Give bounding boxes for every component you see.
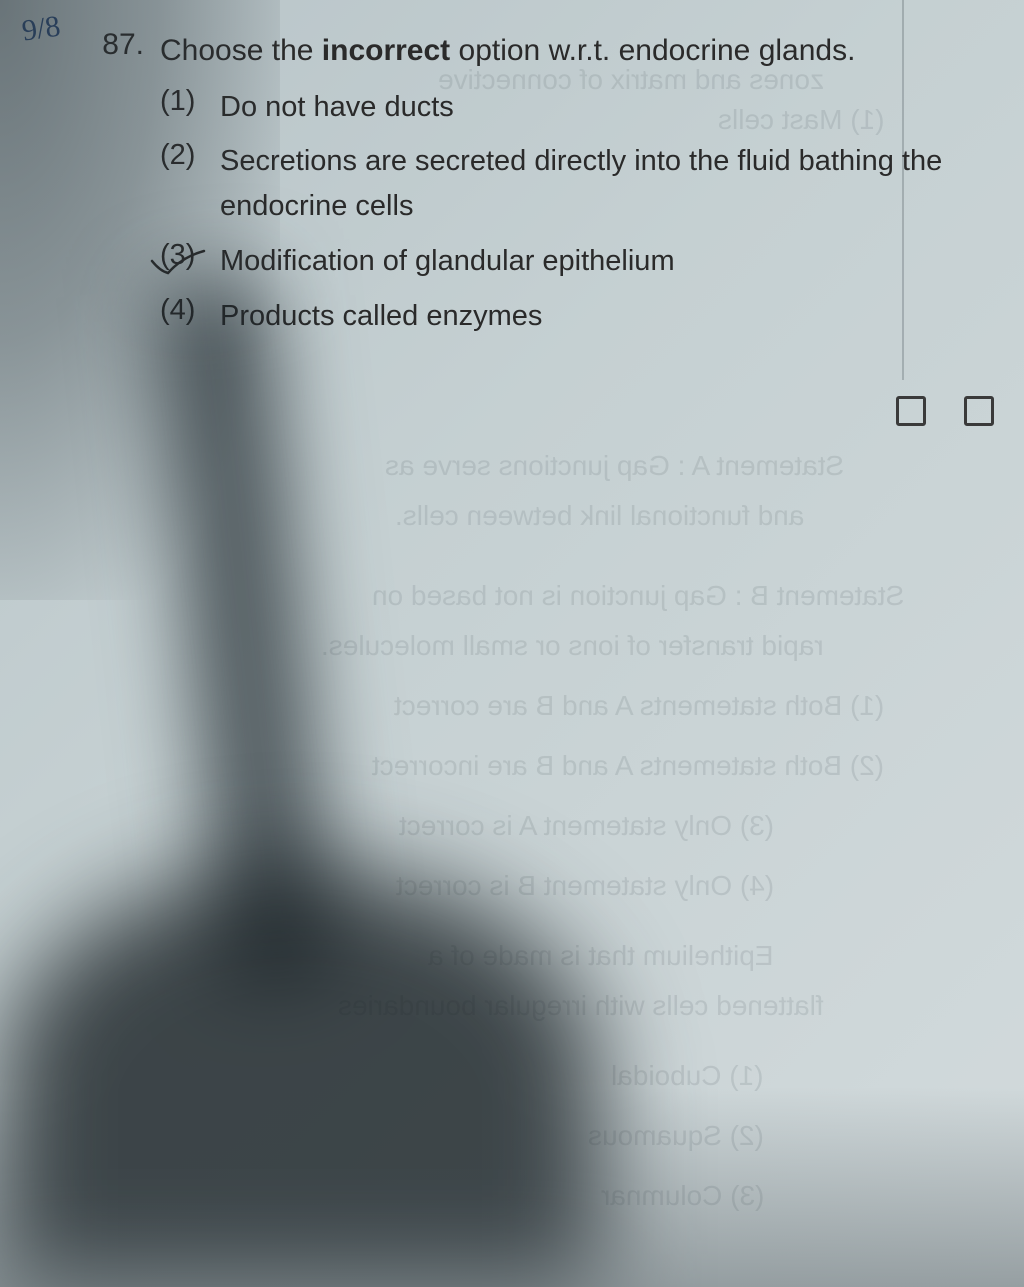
checkmark-icon (148, 247, 208, 284)
ghost-text: (1) Both statements A and B are correct (394, 690, 884, 722)
ghost-text: (3) Columnar (601, 1180, 764, 1212)
ghost-text: (1) Cuboidal (611, 1060, 764, 1092)
option-number: (1) (160, 85, 208, 118)
answer-checkboxes (896, 396, 994, 426)
question-block: 87. Choose the incorrect option w.r.t. e… (90, 20, 964, 339)
option-row[interactable]: (1) Do not have ducts (160, 85, 964, 130)
ghost-text: and functional link between cells. (395, 500, 804, 532)
ghost-text: Statement A : Gap junctions serve as (385, 450, 844, 482)
question-number: 87. (90, 28, 144, 62)
option-text: Do not have ducts (220, 85, 964, 130)
options-list: (1) Do not have ducts (2) Secretions are se… (160, 85, 964, 340)
ghost-text: (2) Squamous (588, 1120, 764, 1152)
ghost-text: flattened cells with irregular boundarie… (338, 990, 824, 1022)
question-post: option w.r.t. endocrine glands. (450, 34, 855, 67)
option-row[interactable]: (2) Secretions are secreted directly into… (160, 139, 964, 229)
option-number: (2) (160, 139, 208, 172)
ghost-text: Statement B : Gap junction is not based … (372, 580, 904, 612)
question-bold: incorrect (322, 34, 450, 67)
checkbox-1[interactable] (896, 396, 926, 426)
ghost-text: (3) Only statement A is correct (399, 810, 774, 842)
ghost-text: Epithelium that is made of a (428, 940, 774, 972)
option-text: Modification of glandular epithelium (220, 239, 964, 284)
option-row[interactable]: (4) Products called enzymes (160, 294, 964, 339)
ghost-text: (4) Only statement B is correct (396, 870, 774, 902)
option-text: Secretions are secreted directly into th… (220, 139, 964, 229)
ghost-text: (2) Both statements A and B are incorrec… (372, 750, 884, 782)
page-container: 9/8 87. Choose the incorrect option w.r.… (0, 0, 1024, 1287)
question-header: 87. Choose the incorrect option w.r.t. e… (90, 28, 964, 75)
checkbox-2[interactable] (964, 396, 994, 426)
ghost-text: rapid transfer of ions or small molecule… (321, 630, 824, 662)
option-number: (4) (160, 294, 208, 327)
option-row[interactable]: (3)Modification of glandular epithelium (160, 239, 964, 284)
option-text: Products called enzymes (220, 294, 964, 339)
question-pre: Choose the (160, 34, 322, 67)
handwritten-annotation: 9/8 (20, 9, 63, 48)
question-text: Choose the incorrect option w.r.t. endoc… (160, 28, 964, 75)
